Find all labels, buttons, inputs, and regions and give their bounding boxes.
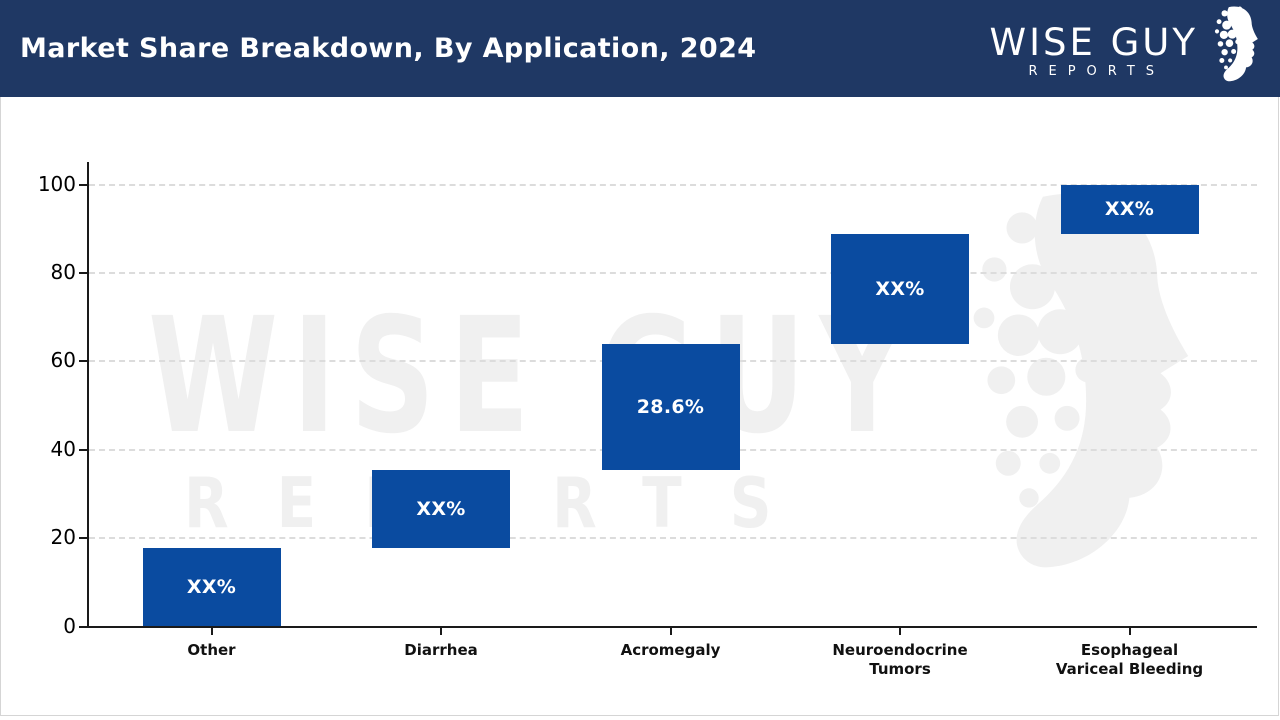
x-category-label: Esophageal Variceal Bleeding — [1055, 641, 1204, 678]
y-tick-label: 80 — [50, 259, 76, 284]
logo-wordmark: WISE GUY REPORTS — [990, 24, 1198, 78]
logo-wordmark-line2: REPORTS — [1028, 63, 1166, 79]
bar-value-label: XX% — [416, 497, 466, 520]
y-tick-mark — [79, 625, 88, 628]
x-tick-mark — [1128, 628, 1131, 635]
x-category-label: Neuroendocrine Tumors — [832, 641, 968, 678]
gridline — [89, 271, 1257, 274]
bar-segment: 28.6% — [601, 343, 740, 471]
y-tick-mark — [79, 448, 88, 451]
y-tick-mark — [79, 537, 88, 540]
header-bar: Market Share Breakdown, By Application, … — [0, 0, 1280, 97]
wiseguy-head-icon — [1182, 3, 1270, 93]
x-tick-mark — [210, 628, 213, 635]
chart-title: Market Share Breakdown, By Application, … — [20, 33, 757, 64]
x-tick-mark — [440, 628, 442, 635]
y-tick-label: 0 — [63, 613, 76, 638]
watermark-line2: REPORTS — [148, 468, 919, 538]
y-tick-label: 40 — [50, 436, 76, 461]
bar-value-label: XX% — [875, 277, 925, 300]
bar-value-label: XX% — [1104, 198, 1155, 221]
bar-segment: XX% — [1060, 184, 1199, 234]
x-category-label: Other — [187, 641, 236, 659]
logo-wordmark-line1: WISE GUY — [989, 20, 1198, 64]
axis-x — [86, 626, 1257, 628]
watermark-text: WISE GUY REPORTS — [148, 282, 919, 538]
x-tick-mark — [899, 628, 901, 635]
x-category-label: Diarrhea — [404, 641, 478, 659]
bar-segment: XX% — [831, 233, 969, 344]
axis-y — [87, 162, 89, 629]
bar-value-label: 28.6% — [636, 395, 705, 418]
y-tick-label: 100 — [37, 171, 76, 196]
y-tick-mark — [79, 271, 88, 274]
x-category-label: Acromegaly — [620, 641, 721, 659]
bar-segment: XX% — [142, 547, 281, 627]
x-tick-mark — [669, 628, 672, 635]
y-tick-label: 20 — [50, 525, 76, 550]
watermark-line1: WISE GUY — [148, 282, 919, 469]
gridline — [89, 183, 1257, 186]
y-tick-mark — [79, 183, 88, 186]
bar-segment: XX% — [372, 470, 510, 548]
y-tick-mark — [79, 360, 88, 363]
gridline — [89, 537, 1257, 540]
bar-value-label: XX% — [186, 576, 237, 599]
y-tick-label: 60 — [50, 348, 76, 373]
wiseguy-logo: WISE GUY REPORTS — [990, 5, 1270, 93]
